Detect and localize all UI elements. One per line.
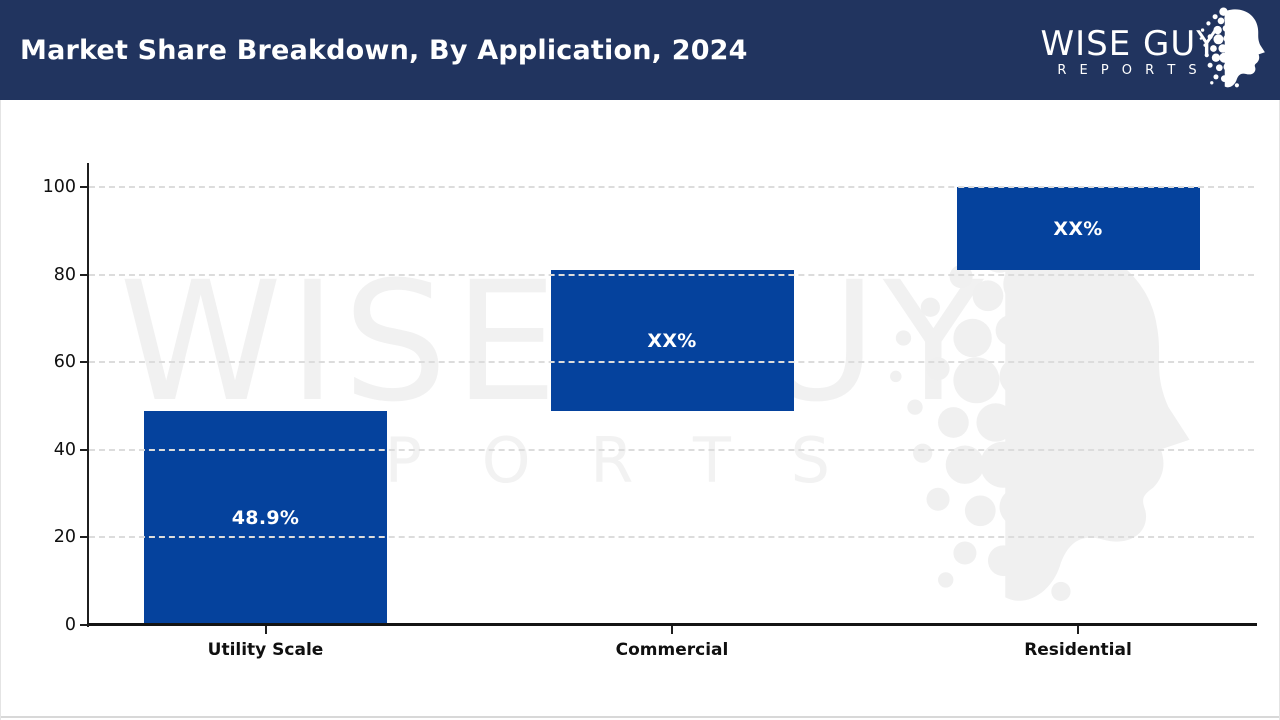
y-tick-label: 40 [53, 439, 76, 460]
y-tick [80, 624, 89, 626]
y-tick [80, 536, 89, 539]
y-tick [80, 273, 89, 276]
x-axis-label: Residential [1024, 640, 1132, 660]
y-tick-label: 20 [53, 527, 76, 548]
x-tick [671, 626, 673, 634]
x-tick [264, 626, 267, 634]
y-tick [80, 448, 89, 451]
y-gridline [89, 186, 1254, 188]
bar-segment [550, 270, 794, 411]
y-tick [80, 361, 89, 364]
brand-face-icon [1184, 5, 1268, 97]
y-gridline [89, 361, 1254, 364]
y-gridline [89, 448, 1254, 451]
bar-value-label: XX% [647, 329, 697, 352]
watermark-face-icon [819, 222, 1203, 646]
bottom-border-line [1, 716, 1279, 718]
chart-area: WISE GUY R E P O R T S 48.9% XX% XX% 0 20 40 6… [0, 100, 1280, 720]
bar-segment [144, 410, 387, 625]
y-gridline [89, 273, 1254, 276]
brand-subtitle: R E P O R T S [1057, 63, 1202, 78]
x-axis-label: Utility Scale [207, 640, 324, 660]
y-tick-label: 80 [53, 264, 76, 285]
page-title: Market Share Breakdown, By Application, … [20, 34, 748, 66]
y-gridline [89, 536, 1254, 539]
y-tick-label: 0 [64, 615, 76, 635]
y-tick-label: 100 [42, 177, 76, 197]
y-axis-spine [87, 163, 89, 627]
x-tick [1077, 626, 1079, 634]
bar-segment [956, 187, 1200, 271]
bar-value-label: 48.9% [231, 506, 300, 529]
header-bar: Market Share Breakdown, By Application, … [0, 0, 1280, 100]
brand-logo: WISE GUY R E P O R T S [1010, 0, 1280, 100]
x-axis-label: Commercial [615, 640, 729, 660]
brand-name: WISE GUY [1040, 24, 1218, 64]
y-tick [80, 186, 89, 188]
x-axis-spine [87, 623, 1257, 626]
brand-logo-text: WISE GUY R E P O R T S [1040, 27, 1218, 77]
bar-value-label: XX% [1053, 217, 1103, 240]
y-tick-label: 60 [53, 352, 76, 373]
